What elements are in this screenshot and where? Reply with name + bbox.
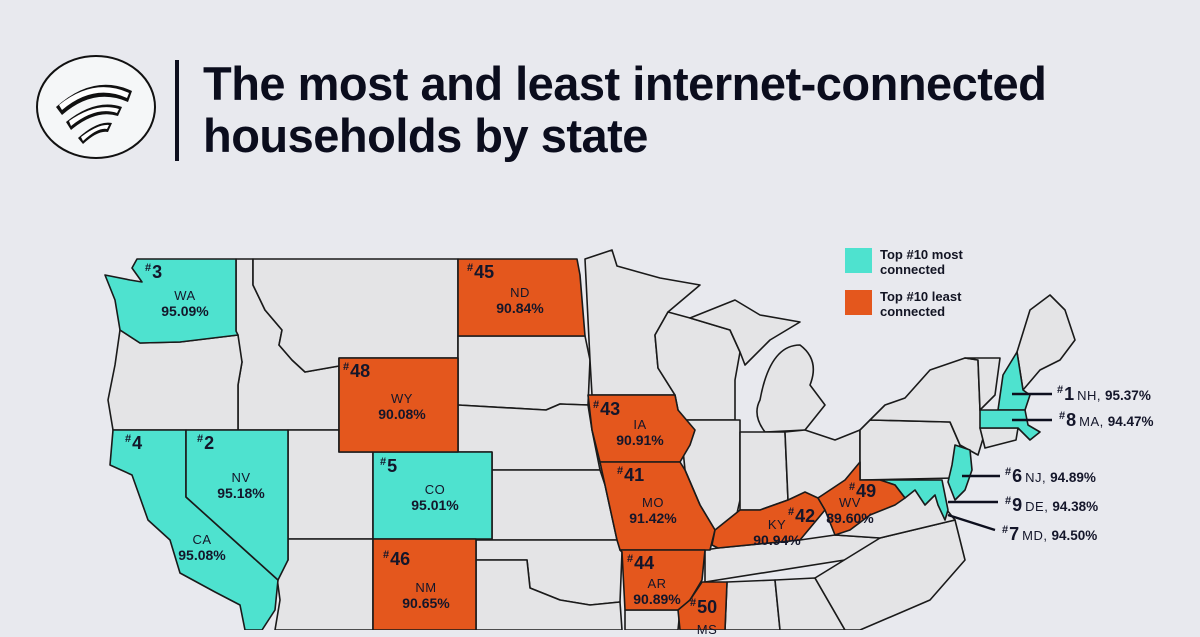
legend-item-least: Top #10 least connected [845, 289, 990, 319]
callout-de: #9 DE, 94.38% [1005, 495, 1099, 515]
state-label-wa: #3 [145, 262, 163, 282]
state-ct-ri [979, 427, 1019, 449]
state-label-nm-detail: NM 90.65% [402, 580, 450, 611]
state-ia [587, 394, 696, 463]
state-label-ca-detail: CA 95.08% [178, 532, 226, 563]
state-label-wy: #48 [343, 361, 371, 381]
state-label-ky-detail: KY 90.94% [753, 517, 801, 548]
state-label-wa-detail: WA 95.09% [161, 288, 209, 319]
title-divider [175, 60, 179, 161]
state-label-nd-detail: ND 90.84% [496, 285, 544, 316]
state-label-wy-detail: WY 90.08% [378, 391, 426, 422]
legend-label: Top #10 most connected [880, 247, 963, 277]
page-title: The most and least internet-connected ho… [203, 57, 1047, 162]
state-me [1016, 294, 1076, 391]
state-label-co-detail: CO 95.01% [411, 482, 459, 513]
state-label-nd: #45 [467, 262, 495, 282]
state-ga [774, 577, 846, 630]
state-pa [859, 419, 961, 481]
callout-md: #7 MD, 94.50% [1002, 524, 1098, 544]
legend-swatch-least [845, 290, 872, 315]
state-nm [372, 538, 477, 630]
state-mi [689, 299, 826, 433]
state-ms [677, 581, 728, 630]
state-nj [947, 444, 973, 501]
state-label-ia: #43 [593, 399, 621, 419]
header: The most and least internet-connected ho… [0, 0, 1200, 200]
state-label-nv: #2 [197, 433, 215, 453]
state-ma [979, 409, 1041, 441]
state-in [739, 431, 789, 511]
state-vt [964, 357, 1001, 411]
state-tx [475, 559, 623, 630]
state-sd [457, 335, 591, 411]
state-wv [817, 461, 906, 536]
state-nv [185, 429, 289, 581]
state-wa [104, 258, 239, 344]
state-label-ca: #4 [125, 433, 143, 453]
legend-label: Top #10 least connected [880, 289, 962, 319]
state-la [624, 609, 681, 630]
callout-lines [947, 392, 1052, 532]
state-ks [491, 469, 618, 541]
legend-item-most: Top #10 most connected [845, 247, 990, 277]
state-label-wv: #49 [849, 481, 877, 501]
wifi-logo [36, 55, 156, 160]
callout-nh: #1 NH, 95.37% [1057, 384, 1151, 404]
state-label-ia-detail: IA 90.91% [616, 417, 664, 448]
state-az [274, 538, 374, 630]
state-or [107, 329, 243, 431]
state-label-mo: #41 [617, 465, 645, 485]
state-nd [457, 258, 586, 337]
state-wy [338, 357, 459, 453]
legend-swatch-most [845, 248, 872, 273]
callout-nj: #6 NJ, 94.89% [1005, 466, 1096, 486]
state-al [724, 579, 781, 630]
state-label-ar: #44 [627, 553, 655, 573]
state-label-nv-detail: NV 95.18% [217, 470, 265, 501]
state-label-nm: #46 [383, 549, 411, 569]
state-label-ms: #50 [690, 597, 718, 617]
state-label-wv-detail: WV 89.60% [826, 495, 874, 526]
state-label-ar-detail: AR 90.89% [633, 576, 681, 607]
legend: Top #10 most connected Top #10 least con… [845, 247, 990, 331]
wifi-icon [36, 55, 156, 159]
state-label-co: #5 [380, 456, 398, 476]
state-label-mo-detail: MO 91.42% [629, 495, 677, 526]
callout-ma: #8 MA, 94.47% [1059, 410, 1154, 430]
state-label-ky: #42 [788, 506, 816, 526]
